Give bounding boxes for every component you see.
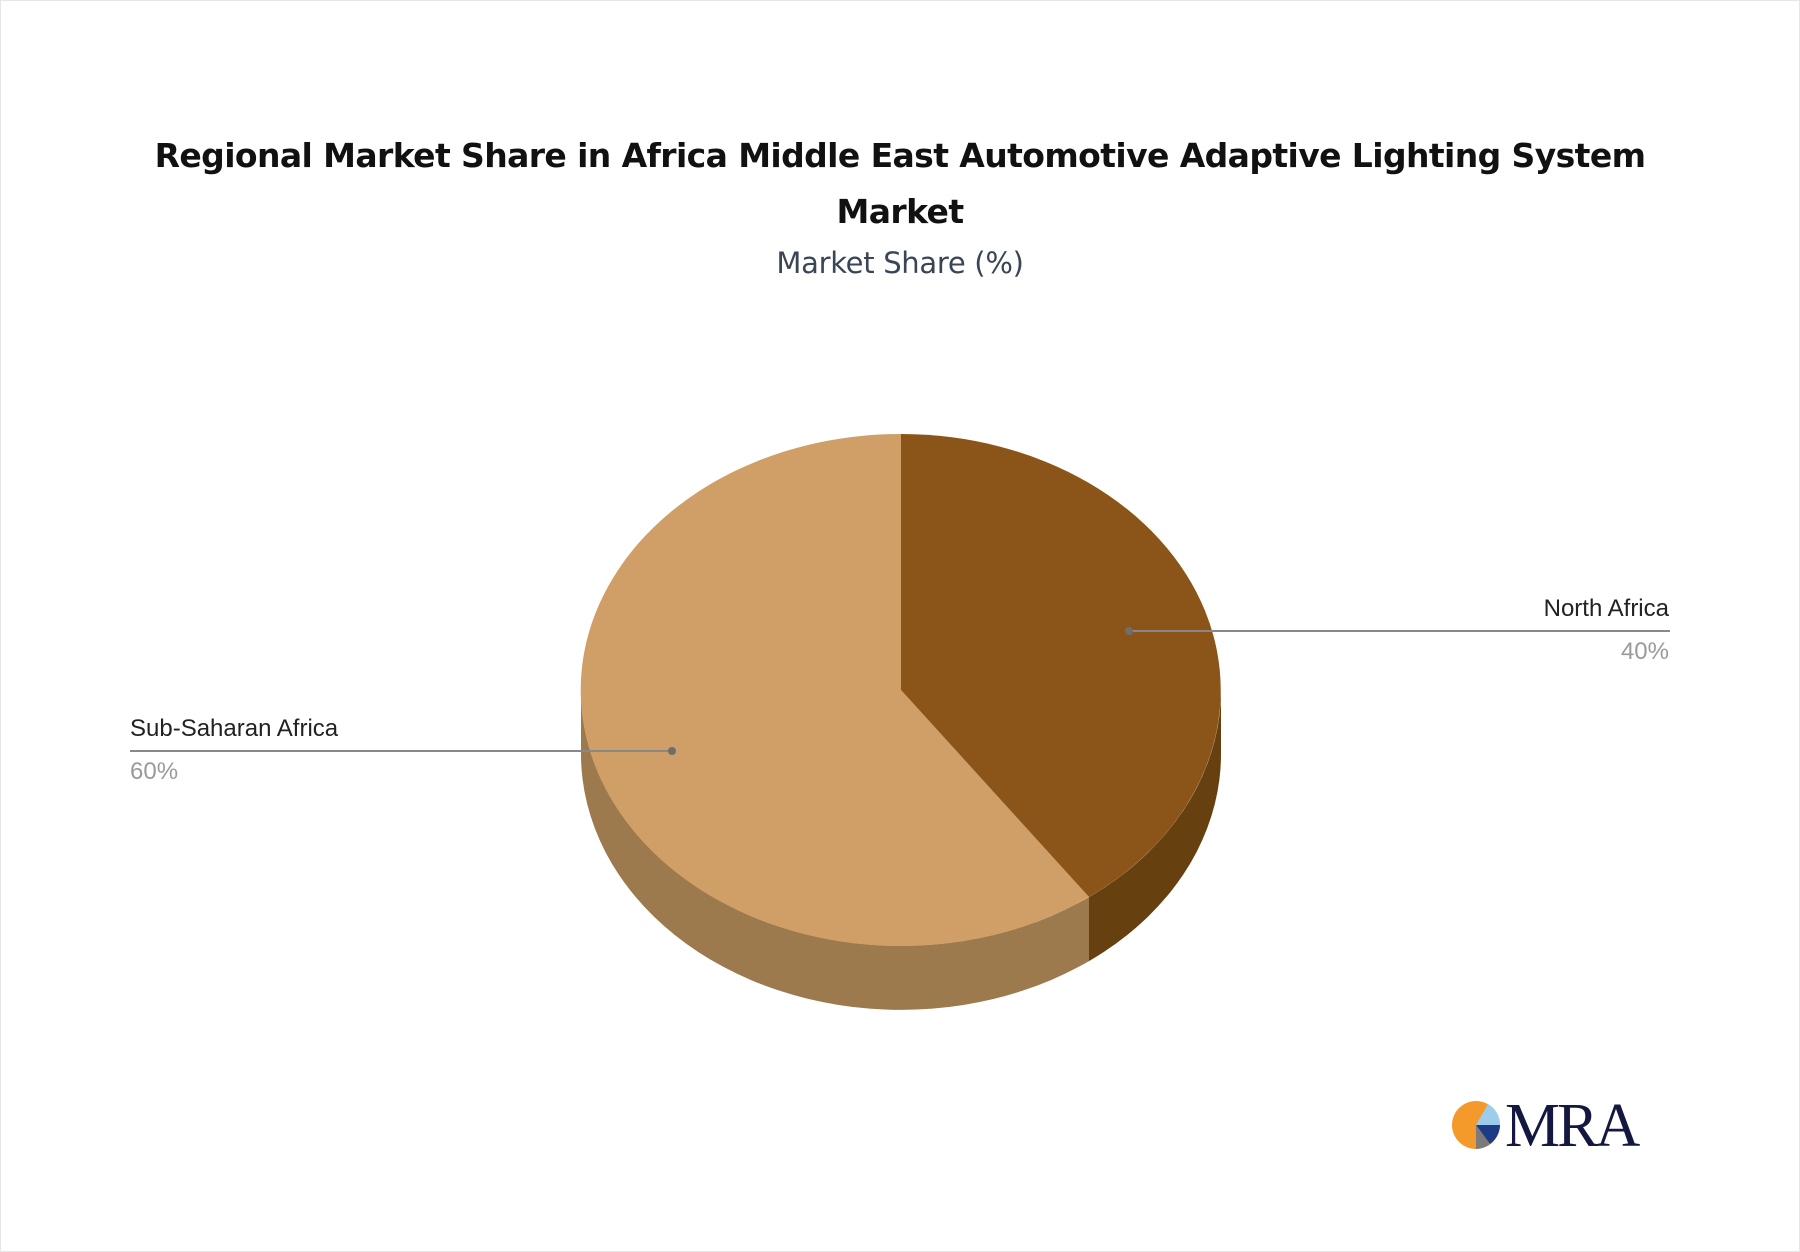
chart-title: Regional Market Share in Africa Middle E… <box>150 128 1650 240</box>
pie-slice-north-africa[interactable] <box>901 434 1221 897</box>
value-north-africa: 40% <box>1620 638 1669 665</box>
leader-dot-north-africa <box>1125 627 1133 635</box>
chart-subtitle: Market Share (%) <box>776 246 1024 280</box>
logo-pie-icon <box>1452 1101 1501 1149</box>
chart-title-line-2: Market <box>836 192 965 231</box>
pie-side-north-africa <box>1089 690 1221 962</box>
logo-text: MRA <box>1505 1092 1640 1160</box>
pie-side-sub-saharan <box>581 690 1089 1010</box>
leader-dot-sub-saharan <box>668 747 676 755</box>
mra-logo: MRA <box>1450 1092 1640 1160</box>
pie-slice-sub-saharan-africa[interactable] <box>580 433 1089 946</box>
chart-title-line-1: Regional Market Share in Africa Middle E… <box>154 136 1646 175</box>
label-north-africa: North Africa <box>1543 595 1669 622</box>
value-sub-saharan-africa: 60% <box>130 758 179 785</box>
label-sub-saharan-africa: Sub-Saharan Africa <box>130 715 339 742</box>
